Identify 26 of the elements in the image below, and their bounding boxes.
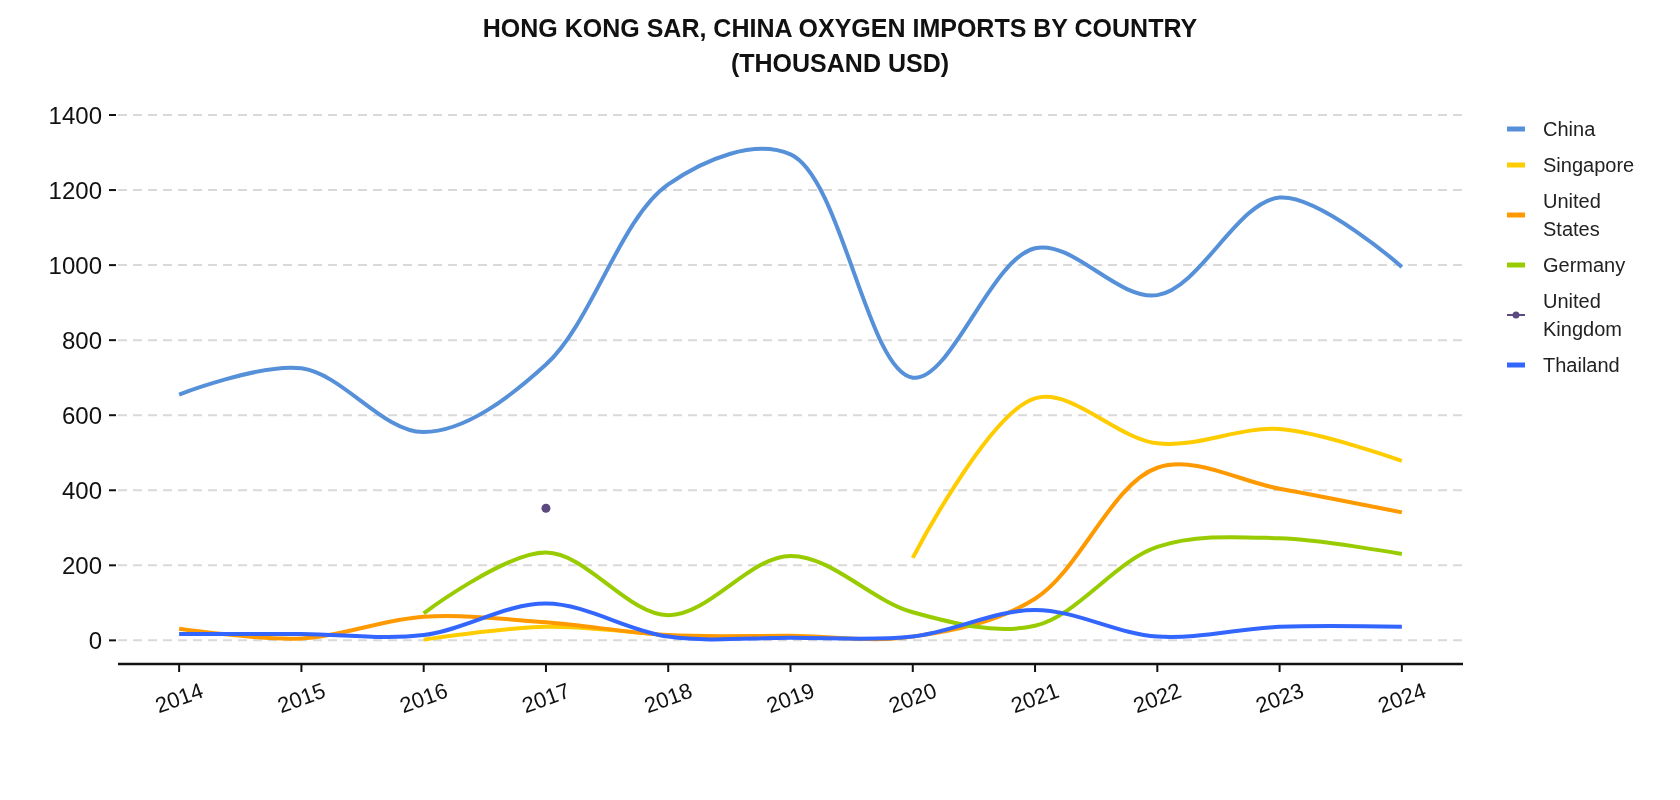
y-tick-label: 200 [61,551,102,579]
x-tick-label: 2014 [151,677,207,719]
x-tick-label: 2015 [274,677,329,719]
legend-label: United Kingdom [1543,290,1622,340]
x-tick-label: 2018 [640,677,696,719]
y-tick-label: 1400 [48,101,102,129]
chart-title: HONG KONG SAR, CHINA OXYGEN IMPORTS BY COUNTRY (THOUSAND USD) [482,14,1198,77]
x-tick-label: 2022 [1130,677,1185,719]
legend-label: Germany [1543,254,1626,276]
legend-label: Singapore [1543,154,1635,176]
y-tick-label: 800 [61,326,102,354]
x-tick-label: 2024 [1374,677,1430,719]
legend-label: United States [1543,190,1601,240]
x-tick-label: 2020 [885,677,941,719]
legend-label: China [1543,118,1597,140]
y-tick-label: 400 [61,476,102,504]
y-tick-label: 1000 [48,251,102,279]
x-tick-label: 2021 [1007,677,1063,719]
x-tick-label: 2019 [763,677,818,719]
y-tick-label: 600 [61,401,102,429]
y-tick-label: 1200 [48,176,102,204]
x-tick-label: 2017 [518,677,574,719]
y-tick-label: 0 [88,626,102,654]
x-tick-label: 2016 [396,677,451,719]
legend-label: Thailand [1543,354,1620,376]
x-tick-label: 2023 [1252,677,1307,719]
